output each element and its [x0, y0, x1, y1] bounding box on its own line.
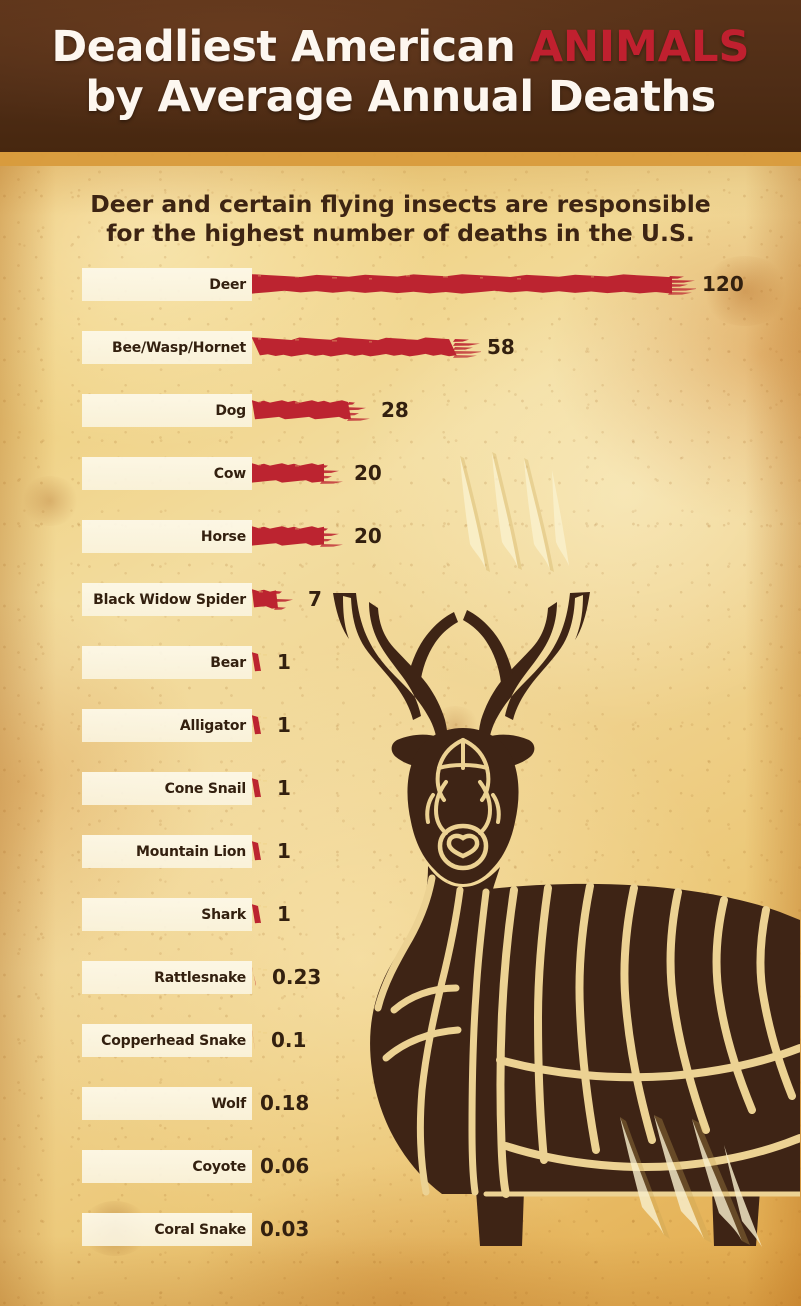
bar-value: 0.03: [260, 1217, 310, 1241]
row-label-box: Black Widow Spider: [82, 583, 252, 616]
bar: [252, 904, 267, 924]
bar: [252, 274, 696, 295]
row-label: Shark: [201, 906, 246, 923]
bar-value: 1: [277, 839, 291, 863]
row-label: Coyote: [192, 1158, 246, 1175]
bar-value: 0.06: [260, 1154, 310, 1178]
row-label-box: Deer: [82, 268, 252, 301]
page-title-line-1: Deadliest American ANIMALS: [0, 22, 801, 72]
chart-row: Dog 28: [0, 388, 801, 451]
chart-row: Cow 20: [0, 451, 801, 514]
row-label: Mountain Lion: [136, 843, 246, 860]
bar-chart: Deer 120 Bee/Wasp/Hornet 58 Dog 28 Cow 20 Horse 2…: [0, 262, 801, 1270]
row-label: Cone Snail: [164, 780, 247, 797]
row-label-box: Bear: [82, 646, 252, 679]
chart-row: Rattlesnake 0.23: [0, 955, 801, 1018]
bar: [252, 841, 267, 861]
chart-row: Coyote 0.06: [0, 1144, 801, 1207]
row-label-box: Coyote: [82, 1150, 252, 1183]
bar-value: 1: [277, 902, 291, 926]
row-label: Alligator: [179, 717, 246, 734]
row-label: Coral Snake: [154, 1221, 246, 1238]
bar-value: 1: [277, 713, 291, 737]
row-label: Rattlesnake: [154, 969, 246, 986]
header-banner: Deadliest American ANIMALS by Average An…: [0, 0, 801, 152]
row-label: Black Widow Spider: [93, 591, 246, 608]
chart-row: Alligator 1: [0, 703, 801, 766]
bar-value: 0.1: [271, 1028, 307, 1052]
chart-row: Bear 1: [0, 640, 801, 703]
chart-row: Horse 20: [0, 514, 801, 577]
row-label: Bear: [210, 654, 246, 671]
page-title-main: Deadliest American: [51, 22, 530, 72]
subtitle-line-2: for the highest number of deaths in the …: [106, 219, 695, 247]
row-label: Dog: [215, 402, 246, 419]
subtitle: Deer and certain flying insects are resp…: [0, 190, 801, 248]
bar: [252, 589, 293, 610]
chart-row: Wolf 0.18: [0, 1081, 801, 1144]
row-label-box: Wolf: [82, 1087, 252, 1120]
row-label: Wolf: [211, 1095, 246, 1112]
chart-row: Black Widow Spider 7: [0, 577, 801, 640]
row-label-box: Mountain Lion: [82, 835, 252, 868]
row-label: Cow: [213, 465, 246, 482]
bar-value: 20: [354, 461, 382, 485]
row-label-box: Shark: [82, 898, 252, 931]
bar: [252, 337, 481, 358]
bar: [252, 715, 267, 735]
chart-row: Copperhead Snake 0.1: [0, 1018, 801, 1081]
bar-value: 0.23: [272, 965, 322, 989]
bar-value: 7: [308, 587, 322, 611]
subtitle-line-1: Deer and certain flying insects are resp…: [90, 190, 711, 218]
row-label-box: Bee/Wasp/Hornet: [82, 331, 252, 364]
chart-row: Shark 1: [0, 892, 801, 955]
bar-value: 0.18: [260, 1091, 310, 1115]
row-label-box: Rattlesnake: [82, 961, 252, 994]
row-label: Horse: [200, 528, 246, 545]
bar: [252, 1030, 267, 1050]
row-label-box: Cone Snail: [82, 772, 252, 805]
bar: [252, 652, 267, 672]
row-label-box: Alligator: [82, 709, 252, 742]
bar-value: 120: [702, 272, 744, 296]
bar-value: 1: [277, 650, 291, 674]
page-title-line-2: by Average Annual Deaths: [85, 72, 716, 122]
bar: [252, 463, 343, 484]
title-wrap: Deadliest American ANIMALS by Average An…: [0, 22, 801, 122]
chart-row: Deer 120: [0, 262, 801, 325]
bar-value: 58: [487, 335, 515, 359]
row-label-box: Cow: [82, 457, 252, 490]
row-label-box: Horse: [82, 520, 252, 553]
bar: [252, 400, 370, 421]
page-title-accent: ANIMALS: [529, 22, 750, 72]
bar: [252, 967, 267, 986]
row-label: Deer: [209, 276, 246, 293]
bar-value: 28: [381, 398, 409, 422]
chart-row: Coral Snake 0.03: [0, 1207, 801, 1270]
row-label: Bee/Wasp/Hornet: [111, 339, 246, 356]
chart-row: Cone Snail 1: [0, 766, 801, 829]
bar-value: 20: [354, 524, 382, 548]
chart-row: Bee/Wasp/Hornet 58: [0, 325, 801, 388]
row-label: Copperhead Snake: [101, 1032, 246, 1049]
row-label-box: Copperhead Snake: [82, 1024, 252, 1057]
chart-row: Mountain Lion 1: [0, 829, 801, 892]
bar: [252, 526, 343, 547]
row-label-box: Coral Snake: [82, 1213, 252, 1246]
bar: [252, 778, 267, 798]
bar-value: 1: [277, 776, 291, 800]
row-label-box: Dog: [82, 394, 252, 427]
